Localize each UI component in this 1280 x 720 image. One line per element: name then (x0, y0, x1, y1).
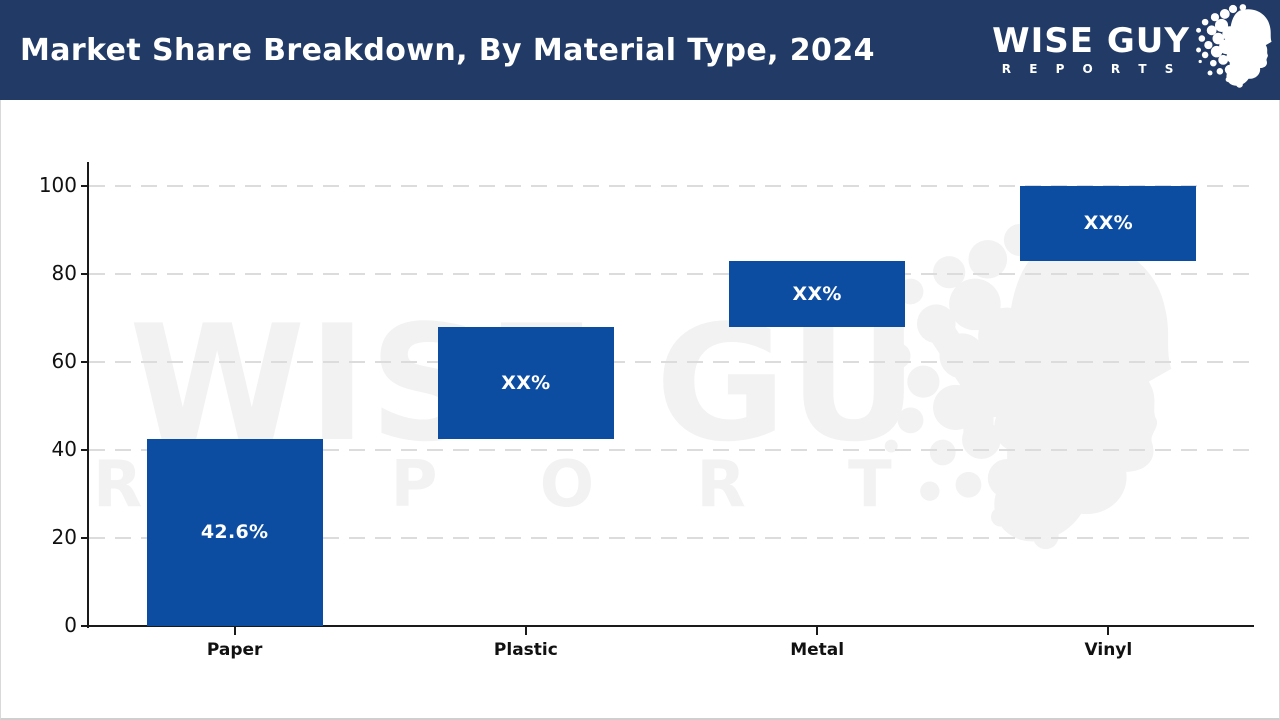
y-tickmark-0 (81, 625, 89, 627)
gridline-100 (89, 185, 1254, 187)
y-tick-label-0: 0 (64, 613, 77, 637)
bar-vinyl: XX% (1020, 186, 1197, 261)
y-tick-label-40: 40 (51, 437, 77, 461)
x-tick-label-plastic: Plastic (493, 640, 558, 660)
gridline-80 (89, 273, 1254, 275)
bar-value-label-metal: XX% (792, 282, 842, 305)
x-tick-label-metal: Metal (790, 640, 845, 660)
brand-subtitle: R E P O R T S (1001, 61, 1181, 76)
x-tick-label-vinyl: Vinyl (1084, 640, 1133, 660)
gridline-60 (89, 361, 1254, 363)
y-axis-spine (87, 162, 89, 628)
x-tickmark-plastic (524, 627, 527, 635)
x-tick-label-paper: Paper (206, 640, 263, 660)
page-title: Market Share Breakdown, By Material Type… (20, 32, 875, 68)
y-tick-label-100: 100 (38, 173, 77, 197)
chart-area: WISE GUY R E P O R T S 0 20 40 60 80 100 42.6%… (0, 100, 1280, 720)
x-tickmark-paper (233, 627, 236, 635)
wiseguy-face-icon (1192, 4, 1274, 96)
gridline-40 (89, 449, 1254, 451)
brand-logo: WISE GUY R E P O R T S (992, 0, 1274, 100)
brand-name: WISE GUY (992, 21, 1190, 62)
x-axis-spine (87, 625, 1254, 627)
bar-value-label-plastic: XX% (501, 371, 551, 394)
y-tickmark-40 (81, 449, 89, 451)
y-tick-label-80: 80 (51, 261, 77, 285)
y-tick-label-60: 60 (51, 349, 77, 373)
x-tickmark-vinyl (1107, 627, 1110, 635)
y-tickmark-60 (81, 361, 89, 363)
bar-value-label-paper: 42.6% (200, 521, 269, 544)
y-tickmark-20 (81, 537, 89, 539)
bar-value-label-vinyl: XX% (1083, 212, 1133, 235)
y-tickmark-100 (81, 185, 89, 187)
bar-metal: XX% (729, 260, 906, 327)
gridline-20 (89, 537, 1254, 539)
brand-logo-text: WISE GUY R E P O R T S (992, 21, 1190, 76)
waterfall-chart: 0 20 40 60 80 100 42.6% Paper XX% Plastic XX% Metal… (1, 100, 1279, 718)
bar-paper: 42.6% (146, 438, 323, 626)
header: Market Share Breakdown, By Material Type… (0, 0, 1280, 100)
y-tick-label-20: 20 (51, 525, 77, 549)
y-tickmark-80 (81, 273, 89, 275)
bar-plastic: XX% (437, 326, 614, 439)
x-tickmark-metal (816, 627, 819, 635)
